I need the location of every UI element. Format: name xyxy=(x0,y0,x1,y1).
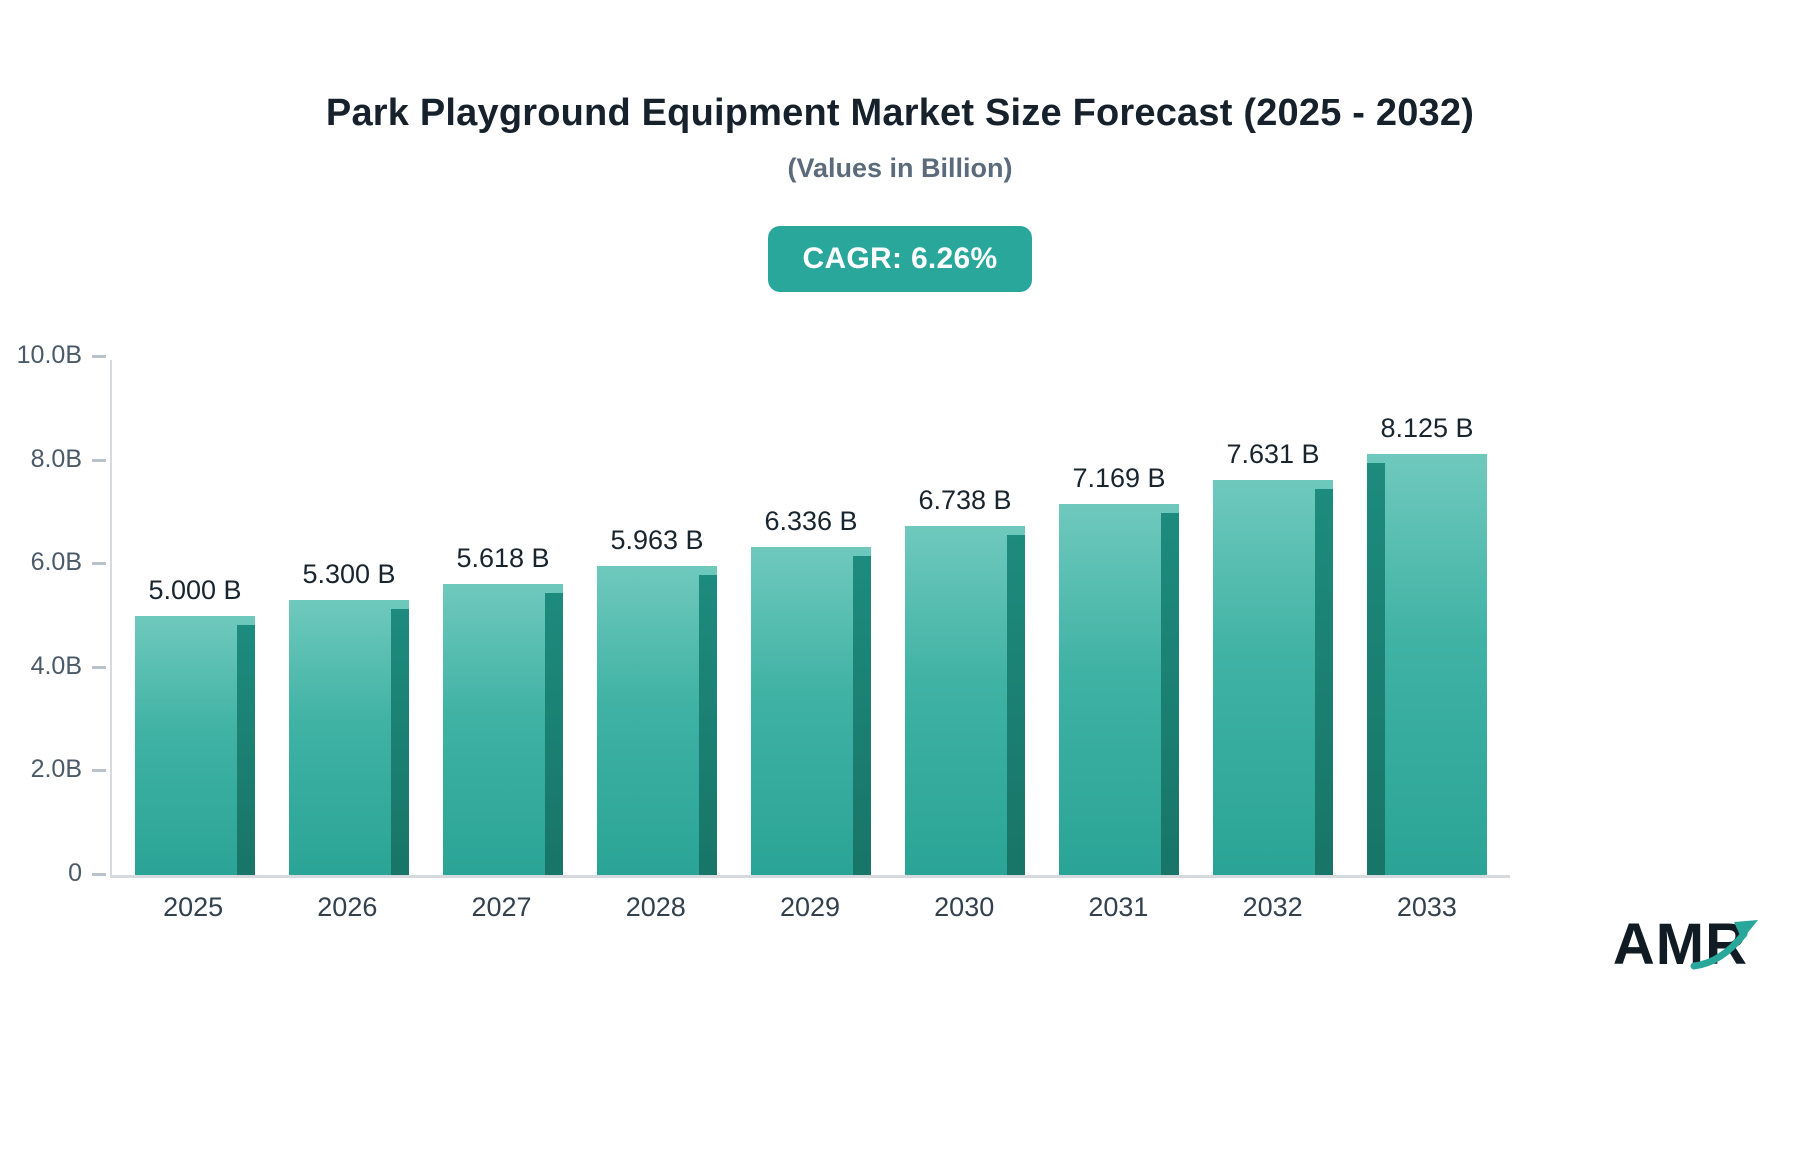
bar-group: 7.631 B xyxy=(1196,360,1350,876)
plot-area: 5.000 B 5.300 B 5.618 B 5.963 B 6.336 B 6.738… xyxy=(17,341,1510,887)
y-axis-label: 6.0B xyxy=(30,548,82,577)
bar-value-label: 7.631 B xyxy=(1226,438,1320,469)
x-axis-label: 2030 xyxy=(934,892,995,922)
x-axis-label: 2025 xyxy=(163,892,224,922)
bar-group: 7.169 B xyxy=(1042,360,1196,876)
badge-row: CAGR: 6.26% xyxy=(0,226,1800,292)
bar-value-label: 5.963 B xyxy=(610,525,704,556)
bar-group: 6.738 B xyxy=(888,360,1042,876)
page-title: Park Playground Equipment Market Size Fo… xyxy=(325,92,1475,134)
bar xyxy=(1366,454,1488,875)
x-axis-labels: 2025 2026 2027 2028 2029 2030 2031 2032 2033 xyxy=(110,892,1510,923)
bar-value-label: 7.169 B xyxy=(1072,462,1166,493)
bar xyxy=(288,600,410,875)
bar xyxy=(596,566,718,875)
page-subtitle: (Values in Billion) xyxy=(787,153,1013,183)
y-axis-tick xyxy=(92,458,106,462)
bar xyxy=(1058,503,1180,876)
bar-group: 5.618 B xyxy=(426,360,580,875)
y-axis-label: 4.0B xyxy=(30,651,82,680)
bar-group: 5.300 B xyxy=(272,360,426,875)
bar-group: 8.125 B xyxy=(1350,360,1504,875)
y-axis-label: 0 xyxy=(68,859,82,887)
y-axis-tick xyxy=(92,873,106,876)
logo-arrow-icon xyxy=(1690,920,1758,970)
bar-chart: 5.000 B 5.300 B 5.618 B 5.963 B 6.336 B 6.738… xyxy=(17,318,1510,887)
bar xyxy=(134,616,256,875)
x-axis-label: 2026 xyxy=(317,892,378,922)
bar-value-label: 5.000 B xyxy=(148,575,242,605)
bar-value-label: 8.125 B xyxy=(1380,413,1474,444)
y-axis-tick xyxy=(92,769,106,773)
x-axis-label: 2028 xyxy=(625,892,686,922)
x-axis-label: 2032 xyxy=(1242,892,1303,922)
bar-group: 5.000 B xyxy=(118,360,272,875)
bars-row: 5.000 B 5.300 B 5.618 B 5.963 B 6.336 B 6.738… xyxy=(112,360,1510,876)
bar-value-label: 5.300 B xyxy=(302,559,396,590)
amr-logo: AMR xyxy=(1612,911,1758,978)
bar-value-label: 6.738 B xyxy=(918,484,1012,515)
bar xyxy=(904,525,1026,876)
y-axis-label: 8.0B xyxy=(30,444,82,473)
logo-text: AMR xyxy=(1612,912,1748,977)
bar-group: 5.963 B xyxy=(580,360,734,875)
bar-group: 6.336 B xyxy=(734,360,888,876)
x-axis-label: 2029 xyxy=(779,892,841,922)
y-axis-tick xyxy=(92,665,106,669)
y-axis-tick xyxy=(92,355,106,358)
cagr-badge: CAGR: 6.26% xyxy=(768,226,1032,292)
bar-value-label: 5.618 B xyxy=(456,543,550,573)
bar xyxy=(442,584,564,875)
y-axis-tick xyxy=(92,562,106,566)
bar xyxy=(1212,479,1334,876)
y-axis-label: 2.0B xyxy=(30,755,82,784)
x-axis-label: 2031 xyxy=(1088,892,1149,922)
bar-value-label: 6.336 B xyxy=(764,505,858,536)
x-axis-label: 2027 xyxy=(471,892,532,922)
bar xyxy=(750,546,872,876)
x-axis-label: 2033 xyxy=(1396,892,1457,922)
y-axis-label: 10.0B xyxy=(16,341,82,369)
